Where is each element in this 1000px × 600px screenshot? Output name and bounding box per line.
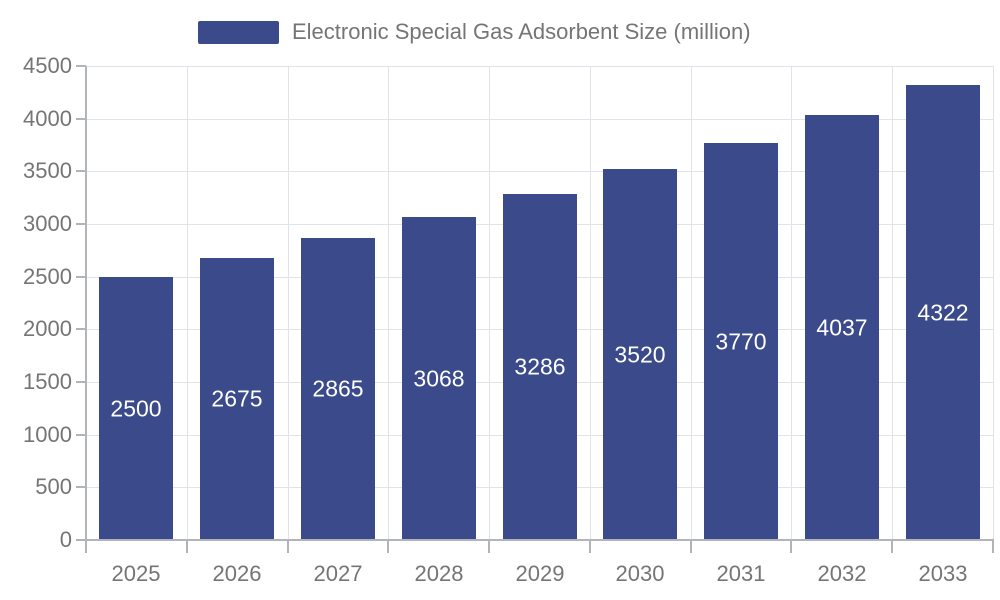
bar-2033[interactable]: 4322: [906, 85, 980, 540]
y-axis-line: [85, 66, 87, 540]
bar-value-label: 2500: [110, 395, 162, 421]
y-axis-label: 0: [59, 527, 72, 552]
gridline-vertical: [590, 66, 591, 540]
gridline-vertical: [489, 66, 490, 540]
y-axis-label: 4500: [23, 53, 72, 78]
x-axis-tick: [992, 540, 994, 553]
x-axis-tick: [85, 540, 87, 553]
y-axis-label: 3000: [23, 211, 72, 236]
bar-2026[interactable]: 2675: [200, 258, 274, 540]
bar-2029[interactable]: 3286: [503, 194, 577, 540]
gridline-vertical: [993, 66, 994, 540]
bar-2027[interactable]: 2865: [301, 238, 375, 540]
gridline-vertical: [892, 66, 893, 540]
gridline-vertical: [691, 66, 692, 540]
bar-value-label: 3520: [614, 341, 666, 367]
y-axis-tick: [76, 170, 86, 172]
y-axis-label: 2000: [23, 316, 72, 341]
bar-value-label: 2865: [312, 375, 364, 402]
x-axis-line: [85, 539, 994, 541]
bar-value-label: 4037: [816, 314, 868, 340]
x-axis-label: 2031: [716, 561, 766, 586]
bar-value-label: 4322: [917, 299, 969, 325]
bar-2028[interactable]: 3068: [402, 217, 476, 540]
y-axis-tick: [76, 486, 86, 488]
x-axis-label: 2027: [313, 561, 363, 586]
y-axis-tick: [76, 434, 86, 436]
gridline-vertical: [288, 66, 289, 540]
x-axis-tick: [589, 540, 591, 553]
bar-value-label: 2675: [211, 385, 263, 412]
y-axis-tick: [76, 539, 86, 541]
y-axis-label: 4000: [23, 106, 72, 131]
y-axis-tick: [76, 118, 86, 120]
x-axis-tick: [690, 540, 692, 553]
y-axis-label: 1500: [23, 369, 72, 394]
y-axis-label: 500: [35, 474, 72, 499]
legend-label: Electronic Special Gas Adsorbent Size (m…: [292, 19, 751, 44]
y-axis-label: 2500: [23, 264, 72, 289]
bar-value-label: 3068: [413, 365, 465, 391]
bar-2025[interactable]: 2500: [99, 277, 173, 540]
y-axis-tick: [76, 381, 86, 383]
y-axis-label: 1000: [23, 422, 72, 447]
x-axis-label: 2028: [414, 561, 464, 586]
bar-2032[interactable]: 4037: [805, 115, 879, 540]
x-axis-tick: [790, 540, 792, 553]
y-axis-tick: [76, 223, 86, 225]
gridline-vertical: [791, 66, 792, 540]
legend[interactable]: Electronic Special Gas Adsorbent Size (m…: [198, 19, 751, 45]
gridline-horizontal: [86, 66, 993, 67]
y-axis-tick: [76, 328, 86, 330]
bar-2030[interactable]: 3520: [603, 169, 677, 540]
x-axis-tick: [387, 540, 389, 553]
x-axis-label: 2033: [918, 561, 968, 586]
x-axis-tick: [488, 540, 490, 553]
x-axis-tick: [891, 540, 893, 553]
bar-value-label: 3286: [514, 353, 566, 380]
gridline-vertical: [388, 66, 389, 540]
x-axis-tick: [186, 540, 188, 553]
x-axis-label: 2030: [615, 561, 665, 586]
y-axis-tick: [76, 276, 86, 278]
x-axis-label: 2029: [515, 561, 565, 586]
x-axis-label: 2032: [817, 561, 867, 586]
legend-swatch-icon: [198, 20, 279, 44]
y-axis-label: 3500: [23, 158, 72, 183]
y-axis-tick: [76, 65, 86, 67]
x-axis-label: 2025: [111, 561, 161, 586]
bar-value-label: 3770: [715, 328, 767, 354]
gridline-vertical: [187, 66, 188, 540]
gridline-horizontal: [86, 119, 993, 120]
x-axis-tick: [287, 540, 289, 553]
bar-2031[interactable]: 3770: [704, 143, 778, 540]
gridline-horizontal: [86, 171, 993, 172]
x-axis-label: 2026: [212, 561, 262, 586]
